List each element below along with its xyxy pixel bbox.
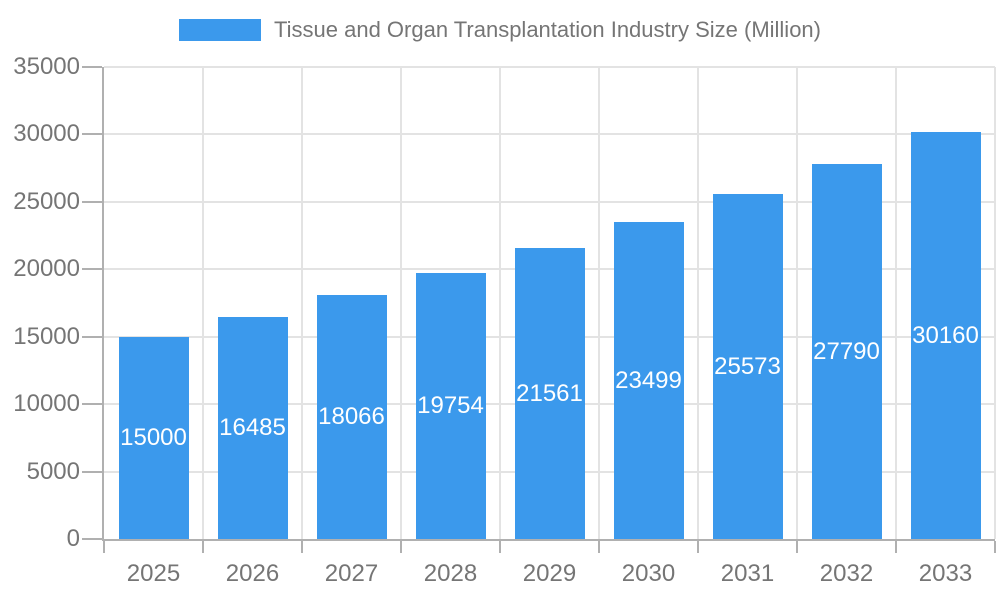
y-axis-tick [82,335,102,338]
y-axis-tick [82,538,102,540]
x-axis-tick [598,541,600,553]
gridline-vertical [598,67,600,539]
gridline-vertical [301,67,303,539]
gridline-vertical [994,67,996,539]
bar-value-label: 27790 [813,337,880,365]
y-axis-tick-label: 20000 [13,255,80,283]
legend: Tissue and Organ Transplantation Industr… [0,17,1000,43]
bar [910,132,981,539]
y-axis-tick-label: 15000 [13,322,80,350]
x-axis-tick [301,541,303,553]
bar-value-label: 25573 [714,352,781,380]
x-axis-tick-label: 2027 [324,560,379,587]
bar-value-label: 30160 [912,321,979,349]
y-axis-tick-label: 35000 [13,53,80,80]
gridline-vertical [499,67,501,539]
bar-value-label: 18066 [318,403,385,431]
gridline-horizontal [104,200,995,203]
x-axis-tick-label: 2029 [522,560,577,587]
gridline-horizontal [104,66,995,68]
gridline-vertical [895,67,897,539]
gridline-vertical [400,67,402,539]
bar [613,222,684,539]
y-axis-tick [82,66,102,68]
bar [712,194,783,539]
x-axis-tick [499,541,501,553]
x-axis-tick-label: 2033 [918,560,973,587]
bar-value-label: 15000 [120,423,187,451]
gridline-vertical [202,67,204,539]
chart-title: Tissue and Organ Transplantation Industr… [274,17,821,42]
legend-swatch [179,19,261,41]
x-axis-tick [994,541,996,553]
bar [415,272,486,539]
bar-value-label: 16485 [219,413,286,441]
bar-value-label: 19754 [417,391,484,419]
gridline-horizontal [104,133,995,136]
gridline-vertical [697,67,699,539]
y-axis-tick-label: 30000 [13,120,80,148]
y-axis-tick-label: 5000 [26,457,80,485]
x-axis-tick [796,541,798,553]
x-axis-tick [400,541,402,553]
x-axis-tick-label: 2031 [720,560,775,587]
x-axis-tick-label: 2030 [621,560,676,587]
y-axis-tick [82,133,102,136]
x-axis-tick-label: 2026 [225,560,280,587]
bar [316,295,387,539]
bar [217,316,288,539]
y-axis-tick [82,403,102,406]
y-axis-tick [82,470,102,473]
plot-area: 0 5000 10000 15000 20000 25000 30000 35000 15000… [13,53,996,587]
y-axis-tick-label: 25000 [13,187,80,215]
y-axis-tick-label: 10000 [13,390,80,418]
bar [118,336,189,539]
bar [514,248,585,539]
y-axis-tick [82,200,102,203]
bar-value-label: 23499 [615,366,682,394]
bar-value-label: 21561 [516,379,583,407]
x-axis-tick-label: 2025 [126,560,181,587]
bar [811,164,882,539]
y-axis-tick [82,268,102,271]
x-axis-line [102,539,995,541]
x-axis-tick [202,541,204,553]
x-axis-tick-label: 2028 [423,560,478,587]
x-axis-tick [895,541,897,553]
gridline-vertical [796,67,798,539]
x-axis-tick-label: 2032 [819,560,874,587]
y-axis-line [102,67,104,541]
x-axis-tick [697,541,699,553]
x-axis-tick [103,541,105,553]
y-axis-tick-label: 0 [66,525,80,552]
